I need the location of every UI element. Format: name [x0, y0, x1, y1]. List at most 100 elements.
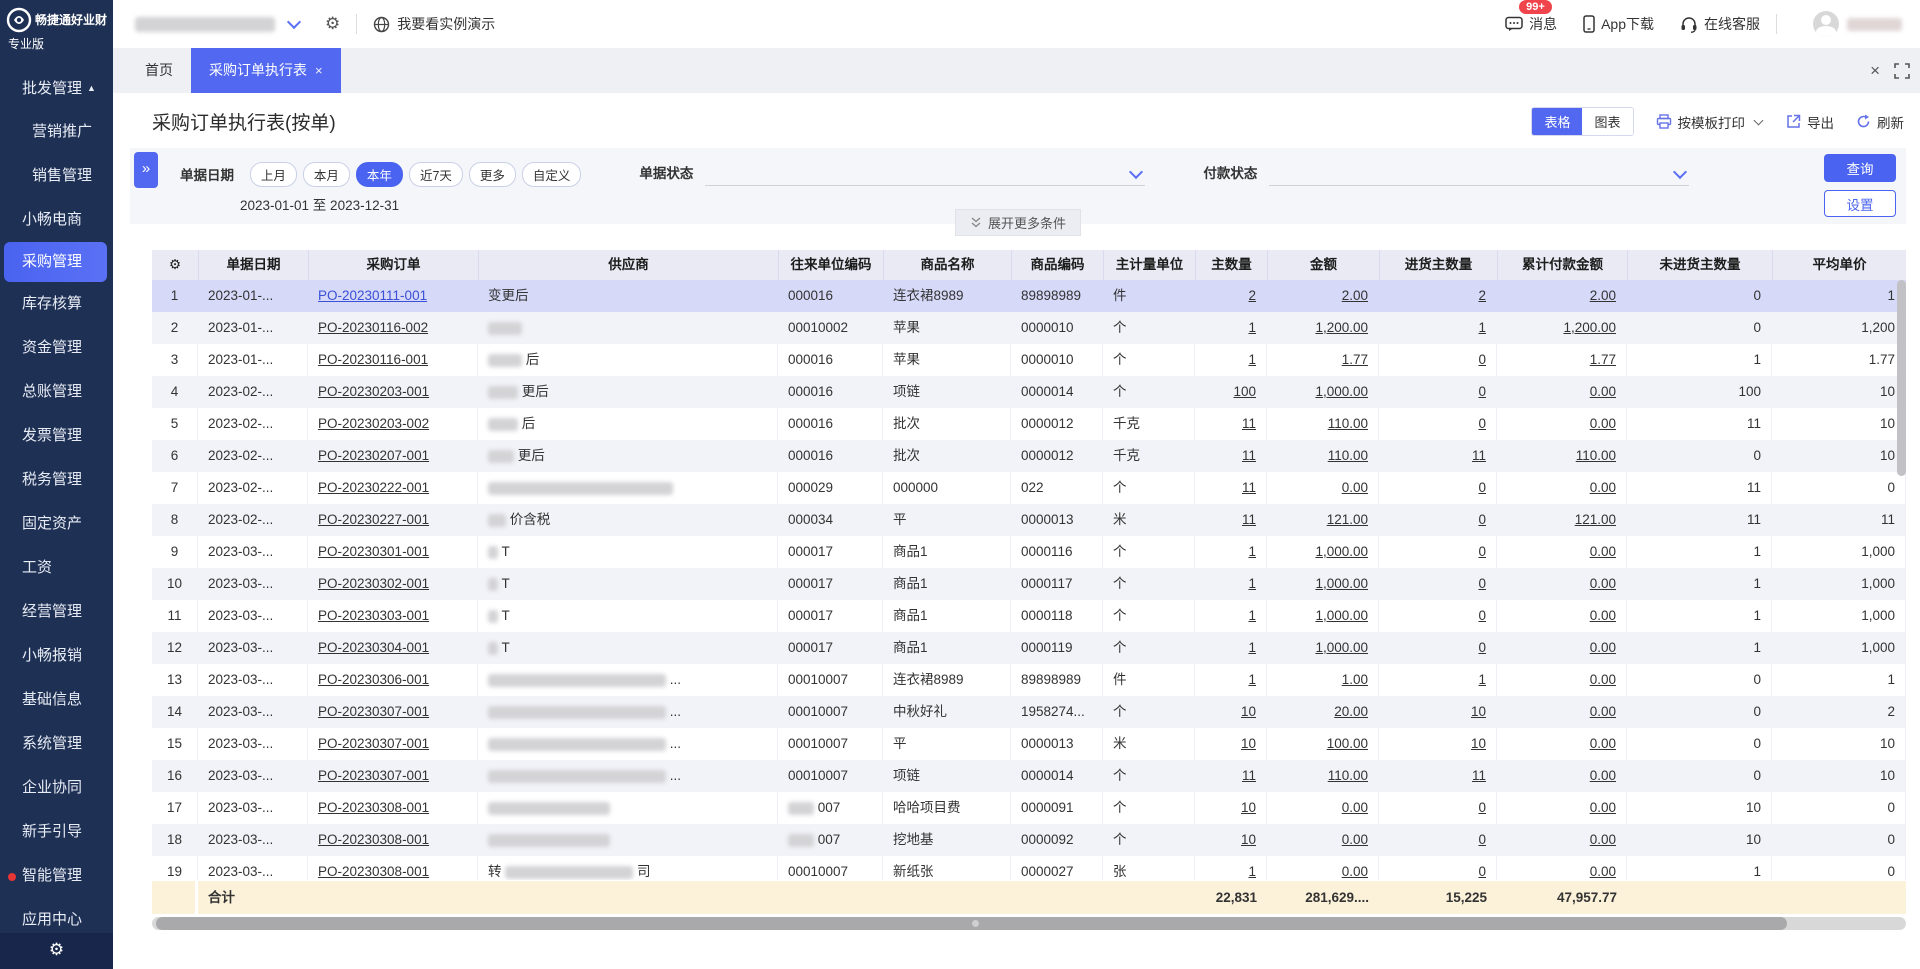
avatar[interactable] — [1813, 11, 1839, 37]
po-link[interactable]: PO-20230203-002 — [318, 416, 430, 431]
tab-close-icon[interactable]: × — [315, 63, 323, 78]
cell-qty-link[interactable]: 1 — [1248, 352, 1256, 367]
sidebar-item-总账管理[interactable]: 总账管理 — [0, 370, 113, 414]
cell-paid-link[interactable]: 0.00 — [1589, 704, 1616, 719]
cell-qty-link[interactable]: 1 — [1248, 864, 1256, 879]
cell-paid-link[interactable]: 0.00 — [1589, 416, 1616, 431]
cell-in-qty-link[interactable]: 0 — [1478, 544, 1486, 559]
cell-qty-link[interactable]: 1 — [1248, 640, 1256, 655]
table-row[interactable]: 1 2023-01-... PO-20230111-001 变更后 000016 连衣裙… — [152, 280, 1906, 312]
date-range-value[interactable]: 2023-01-01 至 2023-12-31 — [240, 198, 400, 213]
messages-button[interactable]: 99+ 消息 — [1505, 0, 1557, 34]
po-link[interactable]: PO-20230308-001 — [318, 832, 430, 847]
cell-paid-link[interactable]: 1.77 — [1589, 352, 1616, 367]
cell-qty-link[interactable]: 2 — [1248, 288, 1256, 303]
column-header-商品编码[interactable]: 商品编码 — [1011, 250, 1103, 280]
cell-qty-link[interactable]: 11 — [1241, 512, 1256, 527]
sidebar-item-企业协同[interactable]: 企业协同 — [0, 766, 113, 810]
po-link[interactable]: PO-20230308-001 — [318, 800, 430, 815]
cell-amount-link[interactable]: 1.00 — [1341, 672, 1368, 687]
column-header-供应商[interactable]: 供应商 — [478, 250, 778, 280]
cell-amount-link[interactable]: 1,000.00 — [1315, 640, 1368, 655]
cell-paid-link[interactable]: 110.00 — [1575, 448, 1616, 463]
cell-amount-link[interactable]: 1,000.00 — [1315, 608, 1368, 623]
cell-qty-link[interactable]: 11 — [1241, 416, 1256, 431]
po-link[interactable]: PO-20230307-001 — [318, 704, 430, 719]
po-link[interactable]: PO-20230307-001 — [318, 768, 430, 783]
fullscreen-icon[interactable] — [1894, 62, 1910, 79]
cell-paid-link[interactable]: 0.00 — [1589, 864, 1616, 879]
column-header-金额[interactable]: 金额 — [1267, 250, 1379, 280]
po-link[interactable]: PO-20230301-001 — [318, 544, 430, 559]
sidebar-item-经营管理[interactable]: 经营管理 — [0, 590, 113, 634]
po-link[interactable]: PO-20230303-001 — [318, 608, 430, 623]
cell-in-qty-link[interactable]: 0 — [1478, 800, 1486, 815]
expand-more-button[interactable]: 展开更多条件 — [954, 209, 1082, 236]
table-row[interactable]: 19 2023-03-... PO-20230308-001 转 司 00010007 新… — [152, 856, 1906, 880]
table-row[interactable]: 5 2023-02-... PO-20230203-002 后 000016 批次 000… — [152, 408, 1906, 440]
cell-in-qty-link[interactable]: 2 — [1478, 288, 1486, 303]
sidebar-item-系统管理[interactable]: 系统管理 — [0, 722, 113, 766]
app-download-button[interactable]: App下载 — [1583, 14, 1654, 34]
date-pill-本月[interactable]: 本月 — [302, 162, 350, 187]
table-row[interactable]: 3 2023-01-... PO-20230116-001 后 000016 苹果 000… — [152, 344, 1906, 376]
settings-button[interactable]: 设置 — [1824, 190, 1896, 217]
po-link[interactable]: PO-20230307-001 — [318, 736, 430, 751]
cell-in-qty-link[interactable]: 0 — [1478, 416, 1486, 431]
po-link[interactable]: PO-20230203-001 — [318, 384, 430, 399]
cell-qty-link[interactable]: 1 — [1248, 544, 1256, 559]
print-button[interactable]: 按模板打印 — [1656, 112, 1765, 132]
cell-in-qty-link[interactable]: 10 — [1470, 736, 1486, 751]
close-icon[interactable]: × — [1870, 60, 1880, 80]
cell-in-qty-link[interactable]: 0 — [1478, 384, 1486, 399]
table-row[interactable]: 6 2023-02-... PO-20230207-001 更后 000016 批次 00… — [152, 440, 1906, 472]
column-header-累计付款金额[interactable]: 累计付款金额 — [1497, 250, 1627, 280]
sidebar-item-基础信息[interactable]: 基础信息 — [0, 678, 113, 722]
column-header-单据日期[interactable]: 单据日期 — [198, 250, 308, 280]
cell-amount-link[interactable]: 0.00 — [1341, 864, 1368, 879]
cell-in-qty-link[interactable]: 0 — [1478, 480, 1486, 495]
cell-paid-link[interactable]: 1,200.00 — [1563, 320, 1616, 335]
cell-qty-link[interactable]: 10 — [1240, 832, 1256, 847]
cell-paid-link[interactable]: 121.00 — [1574, 512, 1616, 527]
cell-in-qty-link[interactable]: 10 — [1470, 704, 1486, 719]
cell-qty-link[interactable]: 1 — [1248, 672, 1256, 687]
po-link[interactable]: PO-20230304-001 — [318, 640, 430, 655]
cell-in-qty-link[interactable]: 0 — [1478, 832, 1486, 847]
cell-paid-link[interactable]: 2.00 — [1589, 288, 1616, 303]
column-header-采购订单[interactable]: 采购订单 — [308, 250, 478, 280]
table-row[interactable]: 17 2023-03-... PO-20230308-001 007 哈哈项目费 000… — [152, 792, 1906, 824]
table-row[interactable]: 13 2023-03-... PO-20230306-001 ... 00010007… — [152, 664, 1906, 696]
cell-in-qty-link[interactable]: 11 — [1471, 448, 1486, 463]
cell-paid-link[interactable]: 0.00 — [1589, 736, 1616, 751]
cell-in-qty-link[interactable]: 1 — [1478, 672, 1486, 687]
cell-qty-link[interactable]: 11 — [1241, 480, 1256, 495]
cell-in-qty-link[interactable]: 11 — [1471, 768, 1486, 783]
cell-qty-link[interactable]: 100 — [1233, 384, 1256, 399]
gear-icon[interactable]: ⚙ — [325, 14, 341, 33]
cell-in-qty-link[interactable]: 0 — [1478, 608, 1486, 623]
cell-qty-link[interactable]: 11 — [1241, 448, 1256, 463]
cell-paid-link[interactable]: 0.00 — [1589, 768, 1616, 783]
export-button[interactable]: 导出 — [1786, 112, 1834, 132]
sidebar-item-应用中心[interactable]: 应用中心 — [0, 898, 113, 933]
cell-amount-link[interactable]: 0.00 — [1341, 832, 1368, 847]
sidebar-item-库存核算[interactable]: 库存核算 — [0, 282, 113, 326]
sidebar-item-小畅报销[interactable]: 小畅报销 — [0, 634, 113, 678]
cell-amount-link[interactable]: 1,200.00 — [1315, 320, 1368, 335]
view-chart-button[interactable]: 图表 — [1582, 108, 1633, 135]
cell-qty-link[interactable]: 1 — [1248, 320, 1256, 335]
po-link[interactable]: PO-20230111-001 — [318, 288, 428, 303]
cell-qty-link[interactable]: 1 — [1248, 576, 1256, 591]
date-pill-上月[interactable]: 上月 — [249, 162, 297, 187]
vertical-scrollbar[interactable] — [1897, 280, 1906, 476]
cell-amount-link[interactable]: 110.00 — [1327, 768, 1368, 783]
date-pill-自定义[interactable]: 自定义 — [521, 162, 582, 187]
company-selector[interactable] — [135, 14, 302, 32]
po-link[interactable]: PO-20230222-001 — [318, 480, 430, 495]
collapse-panel-button[interactable]: » — [134, 152, 158, 188]
column-header-平均单价[interactable]: 平均单价 — [1772, 250, 1906, 280]
cell-amount-link[interactable]: 1,000.00 — [1315, 384, 1368, 399]
cell-amount-link[interactable]: 0.00 — [1341, 800, 1368, 815]
date-pill-本年[interactable]: 本年 — [355, 162, 403, 187]
